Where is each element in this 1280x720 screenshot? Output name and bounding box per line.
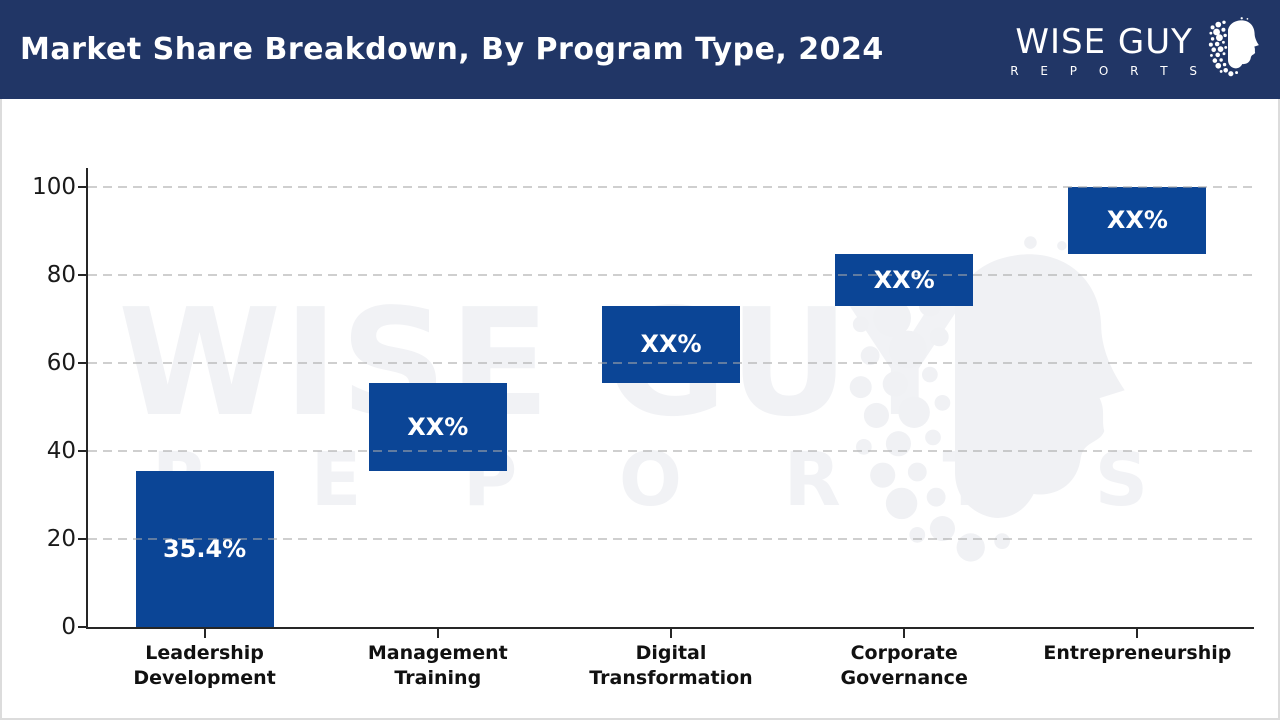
y-axis-tick-20 bbox=[78, 538, 86, 540]
logo-subtitle: R E P O R T S bbox=[1010, 64, 1206, 78]
x-axis-line bbox=[86, 627, 1254, 629]
x-axis-label-line: Transformation bbox=[589, 667, 753, 689]
frame-border-left bbox=[0, 99, 2, 720]
y-axis-tick-label-100: 100 bbox=[32, 174, 76, 200]
y-axis-tick-100 bbox=[78, 186, 86, 188]
x-axis-label-line: Digital bbox=[635, 642, 707, 664]
chart-area: WISE GUY R E P O R T S 35.4% XX% XX% XX% XX%… bbox=[0, 99, 1280, 720]
bar-corporate-governance bbox=[835, 253, 974, 306]
bar-value-label-entrepreneurship: XX% bbox=[1106, 206, 1168, 235]
y-axis-tick-label-20: 20 bbox=[46, 526, 76, 552]
bar-value-label-digital-transformation: XX% bbox=[640, 330, 702, 359]
y-axis-tick-label-60: 60 bbox=[46, 350, 76, 376]
bar-leadership-development bbox=[135, 471, 274, 627]
frame-border-bottom bbox=[0, 718, 1280, 720]
x-axis-label-line: Leadership bbox=[145, 642, 264, 664]
y-axis-tick-label-40: 40 bbox=[46, 438, 76, 464]
y-axis-tick-0 bbox=[78, 626, 86, 628]
y-axis-tick-label-80: 80 bbox=[46, 262, 76, 288]
x-axis-label-management-training: Management Training bbox=[318, 641, 558, 691]
x-axis-tick-corporate-governance bbox=[903, 629, 906, 638]
frame-border-right bbox=[1278, 99, 1280, 720]
x-axis-tick-leadership-development bbox=[203, 629, 206, 638]
x-axis-label-line: Corporate bbox=[850, 642, 958, 664]
header-bar: Market Share Breakdown, By Program Type,… bbox=[0, 0, 1280, 99]
x-axis-label-leadership-development: Leadership Development bbox=[85, 641, 325, 691]
x-axis-label-line: Management bbox=[367, 642, 508, 664]
grid-line-80 bbox=[88, 274, 1254, 276]
x-axis-tick-digital-transformation bbox=[670, 629, 672, 638]
x-axis-label-entrepreneurship: Entrepreneurship bbox=[1017, 641, 1257, 666]
grid-line-60 bbox=[88, 362, 1254, 364]
chart-title: Market Share Breakdown, By Program Type,… bbox=[20, 32, 884, 67]
grid-line-20 bbox=[88, 538, 1254, 540]
x-axis-label-digital-transformation: Digital Transformation bbox=[551, 641, 791, 691]
x-axis-label-line: Training bbox=[394, 667, 482, 689]
grid-line-100 bbox=[88, 186, 1254, 188]
y-axis-tick-40 bbox=[78, 450, 86, 452]
logo-face-icon bbox=[1208, 17, 1259, 77]
wise-guy-logo: WISE GUY R E P O R T S bbox=[1002, 7, 1268, 93]
x-axis-label-line: Governance bbox=[840, 667, 968, 689]
bar-digital-transformation bbox=[602, 305, 740, 383]
y-axis-line bbox=[86, 168, 88, 629]
bar-value-label-management-training: XX% bbox=[407, 413, 469, 442]
x-axis-label-corporate-governance: Corporate Governance bbox=[784, 641, 1024, 691]
x-axis-tick-management-training bbox=[436, 629, 439, 638]
bar-management-training bbox=[368, 382, 507, 472]
logo-wordmark: WISE GUY bbox=[1015, 22, 1193, 62]
bar-entrepreneurship bbox=[1068, 187, 1207, 254]
y-axis-tick-label-0: 0 bbox=[61, 614, 76, 640]
x-axis-label-line: Development bbox=[133, 667, 276, 689]
bar-value-label-leadership-development: 35.4% bbox=[162, 535, 247, 564]
y-axis-tick-60 bbox=[78, 362, 86, 364]
bar-value-label-corporate-governance: XX% bbox=[873, 265, 935, 294]
grid-line-40 bbox=[88, 450, 1254, 452]
x-axis-label-line: Entrepreneurship bbox=[1043, 642, 1232, 664]
y-axis-tick-80 bbox=[78, 274, 86, 276]
logo-text: WISE GUY R E P O R T S bbox=[1002, 22, 1206, 78]
x-axis-tick-entrepreneurship bbox=[1136, 629, 1139, 638]
